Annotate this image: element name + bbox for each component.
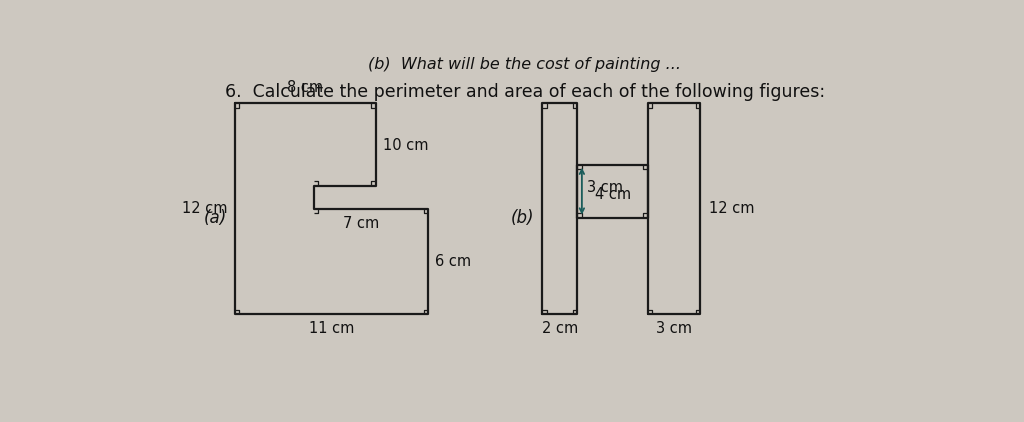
Text: 12 cm: 12 cm: [182, 201, 228, 216]
Text: 7 cm: 7 cm: [343, 216, 380, 231]
Text: 2 cm: 2 cm: [542, 321, 579, 336]
Text: 12 cm: 12 cm: [710, 201, 755, 216]
Text: (b)  What will be the cost of painting ...: (b) What will be the cost of painting ..…: [369, 57, 681, 72]
Text: 4 cm: 4 cm: [595, 187, 631, 202]
Text: 8 cm: 8 cm: [287, 81, 324, 95]
Text: 3 cm: 3 cm: [656, 321, 692, 336]
Text: 6.  Calculate the perimeter and area of each of the following figures:: 6. Calculate the perimeter and area of e…: [224, 83, 825, 101]
Text: (a): (a): [204, 208, 226, 227]
Text: 3 cm: 3 cm: [587, 180, 624, 195]
Text: 11 cm: 11 cm: [309, 321, 354, 336]
Text: 6 cm: 6 cm: [435, 254, 471, 269]
Text: (b): (b): [511, 208, 535, 227]
Text: 10 cm: 10 cm: [383, 138, 428, 153]
